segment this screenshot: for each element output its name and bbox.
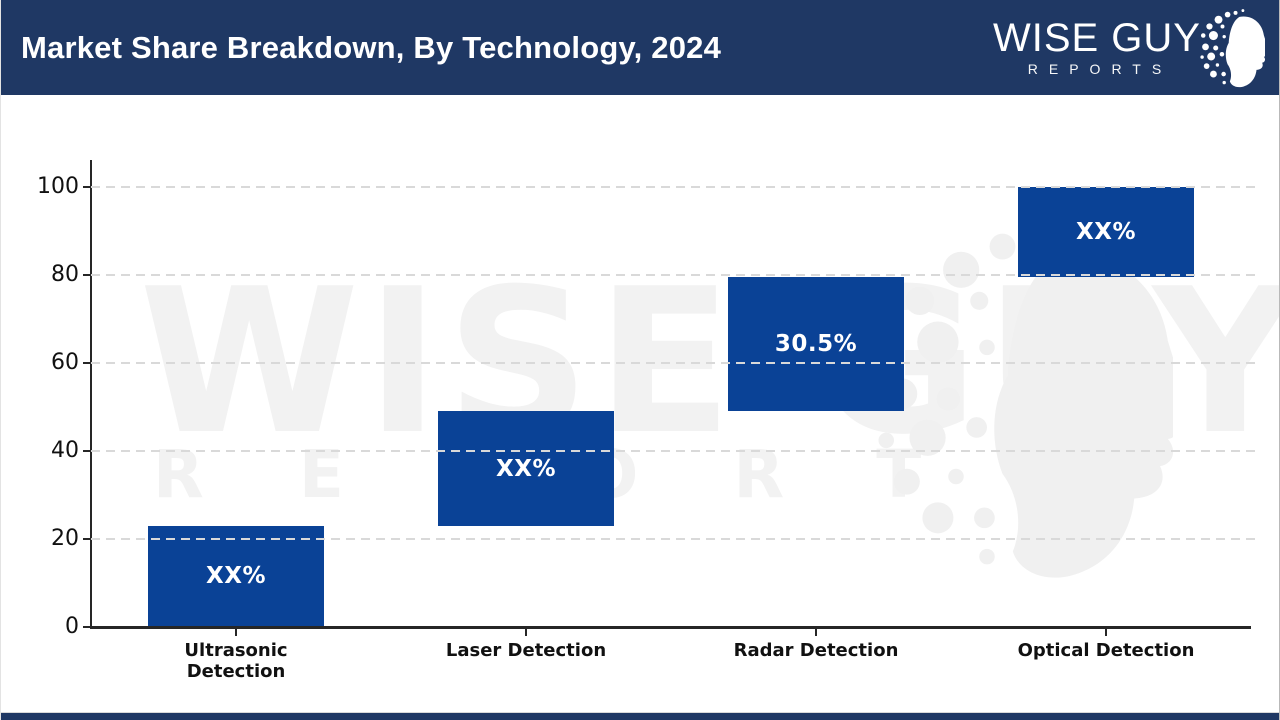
y-tick-label-0: 0 xyxy=(65,614,79,639)
x-tick-label-line: Optical Detection xyxy=(1017,640,1195,661)
bar-value-label: 30.5% xyxy=(774,331,858,358)
gridline-100 xyxy=(91,186,1257,188)
gridline-80 xyxy=(91,274,1257,276)
footer-divider xyxy=(1,712,1279,713)
x-tick-label-line: Detection xyxy=(186,661,286,682)
x-tick-label-line: Ultrasonic xyxy=(184,640,288,661)
x-tick xyxy=(235,628,237,636)
bar-value-label: XX% xyxy=(495,455,556,482)
x-tick-label-line: Radar Detection xyxy=(733,640,899,661)
x-tick xyxy=(525,628,527,636)
x-tick-label-line: Laser Detection xyxy=(445,640,607,661)
gridline-40 xyxy=(91,450,1257,452)
logo-text: WISE GUY REPORTS xyxy=(993,18,1201,77)
x-tick-label: Radar Detection xyxy=(706,640,926,661)
y-tick-label-100: 100 xyxy=(37,174,79,199)
bar-value-label: XX% xyxy=(205,563,266,590)
logo-sub-label: REPORTS xyxy=(1027,61,1173,77)
bar-segment: XX% xyxy=(1018,187,1194,278)
footer-bar xyxy=(1,713,1279,720)
y-tick-20 xyxy=(83,538,90,540)
y-tick-0 xyxy=(83,626,90,628)
x-tick xyxy=(815,628,817,636)
x-tick xyxy=(1105,628,1107,636)
y-tick-label-80: 80 xyxy=(51,262,79,287)
bar-value-label: XX% xyxy=(1075,219,1136,246)
logo-brand-label: WISE GUY xyxy=(992,16,1201,60)
wise-guy-logo: WISE GUY REPORTS xyxy=(993,8,1265,88)
page-title: Market Share Breakdown, By Technology, 2… xyxy=(21,29,722,65)
bar-segment: XX% xyxy=(148,525,324,627)
y-tick-label-60: 60 xyxy=(51,350,79,375)
y-axis-line xyxy=(90,160,92,629)
y-tick-100 xyxy=(83,186,90,188)
y-tick-60 xyxy=(83,362,90,364)
x-tick-label: Laser Detection xyxy=(416,640,636,661)
x-tick-label: Optical Detection xyxy=(996,640,1216,661)
y-tick-40 xyxy=(83,450,90,452)
header-bar: Market Share Breakdown, By Technology, 2… xyxy=(1,0,1279,95)
y-tick-label-20: 20 xyxy=(51,526,79,551)
y-tick-label-40: 40 xyxy=(51,438,79,463)
y-tick-80 xyxy=(83,274,90,276)
gridline-60 xyxy=(91,362,1257,364)
dotted-head-icon xyxy=(1200,8,1265,87)
x-axis-line xyxy=(90,626,1251,629)
bar-segment: 30.5% xyxy=(728,277,904,412)
gridline-20 xyxy=(91,538,1257,540)
bar-segment: XX% xyxy=(438,411,614,526)
x-tick-label: Ultrasonic Detection xyxy=(126,640,346,682)
